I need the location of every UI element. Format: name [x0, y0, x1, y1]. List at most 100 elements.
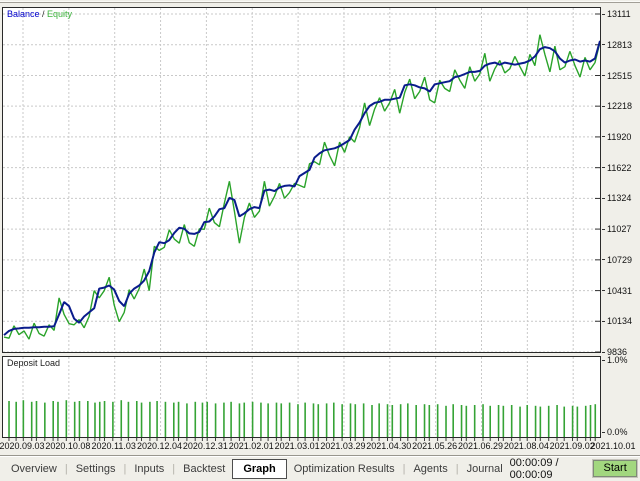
deposit-load-bar [251, 401, 254, 437]
top-strip-highlight [0, 1, 640, 2]
deposit-load-bar [391, 405, 394, 437]
x-axis-label: 2021.02.01 [228, 441, 274, 451]
deposit-load-bar [140, 402, 143, 437]
deposit-load-bar [594, 404, 597, 437]
deposit-load-bar [156, 401, 158, 437]
deposit-load-bar [149, 401, 151, 437]
tab-graph[interactable]: Graph [232, 458, 287, 479]
deposit-load-bar [519, 406, 521, 437]
start-button[interactable]: Start [592, 459, 638, 478]
deposit-load-bar [332, 402, 335, 437]
deposit-min-label: 0.0% [602, 427, 628, 437]
x-axis-label: 2021.09.02 [549, 441, 595, 451]
deposit-load-bar [201, 402, 204, 437]
y-axis-label: 10431 [602, 286, 632, 296]
x-axis-label: 2021.04.30 [366, 441, 412, 451]
x-axis-label: 2021.05.26 [412, 441, 458, 451]
tab-settings[interactable]: Settings [75, 462, 116, 475]
deposit-load-bar [460, 405, 463, 437]
x-axis-label: 2021.06.29 [457, 441, 504, 451]
tab-list: Overview | Settings | Inputs | Backtest Graph Op… [0, 458, 510, 479]
deposit-load-bar [73, 401, 76, 437]
y-axis-label: 9836 [602, 347, 627, 357]
y-axis-label: 11920 [602, 132, 631, 142]
chart-legend: Balance / Equity [7, 9, 72, 20]
deposit-load-bar [497, 405, 500, 437]
deposit-load-title: Deposit Load [7, 358, 61, 368]
deposit-load-bar [87, 401, 89, 437]
deposit-load-bar [534, 405, 537, 437]
deposit-load-bar [399, 404, 402, 437]
deposit-max-label: 1.0% [602, 355, 628, 365]
status-right: 00:00:09 / 00:00:09 Start [510, 457, 640, 481]
deposit-load-bar [589, 405, 592, 437]
deposit-load-bar [15, 401, 17, 437]
deposit-load-bar [280, 403, 283, 437]
x-axis-ticks [8, 438, 596, 441]
deposit-load-bar [423, 404, 426, 437]
x-axis-label: 2021.08.04 [503, 441, 549, 451]
x-axis-label: 2020.12.31 [182, 441, 228, 451]
deposit-load-bar [482, 404, 484, 437]
deposit-load-bar [304, 402, 306, 437]
deposit-load-bar [112, 401, 114, 437]
deposit-load-bar [297, 404, 299, 437]
deposit-load-bar [206, 401, 209, 437]
deposit-load-bar [288, 402, 291, 437]
deposit-load-bar [120, 400, 123, 437]
deposit-load-bar [556, 405, 558, 437]
deposit-load-bar [362, 403, 365, 437]
legend-equity-label: Equity [47, 9, 73, 19]
deposit-load-bar [127, 401, 130, 437]
x-axis-label: 2020.10.08 [45, 441, 91, 451]
deposit-load-bar [186, 403, 188, 437]
deposit-load-bar [230, 401, 232, 437]
deposit-load-bar [576, 406, 579, 437]
deposit-load-bar [473, 405, 476, 437]
deposit-load-bar [44, 402, 46, 437]
deposit-load-bar [539, 406, 542, 437]
deposit-load-bar [312, 403, 315, 437]
tab-backtest[interactable]: Backtest [183, 462, 226, 475]
deposit-load-bar [94, 402, 96, 437]
deposit-load-bar [341, 404, 343, 437]
window-top-strip [0, 0, 640, 7]
deposit-load-bar [22, 400, 25, 437]
deposit-load-bar [502, 405, 505, 437]
tab-separator: | [402, 462, 406, 475]
tab-separator: | [64, 462, 68, 475]
tab-optimization-results[interactable]: Optimization Results [293, 462, 395, 475]
deposit-load-bar [428, 405, 431, 437]
y-axis-label: 12515 [602, 71, 632, 81]
deposit-load-bar [563, 406, 566, 437]
tab-inputs[interactable]: Inputs [134, 462, 165, 475]
deposit-load-bar [526, 405, 529, 437]
deposit-load-bar [238, 403, 241, 437]
balance-equity-chart[interactable]: Balance / Equity [2, 7, 601, 353]
deposit-load-bar [465, 405, 468, 437]
deposit-load-plot[interactable] [3, 357, 600, 437]
tab-separator: | [172, 462, 176, 475]
balance-equity-plot[interactable] [3, 8, 600, 352]
legend-separator: / [39, 9, 48, 19]
deposit-load-bar [445, 405, 447, 437]
deposit-load-bar [177, 401, 180, 437]
deposit-load-bar [103, 401, 106, 437]
deposit-load-chart[interactable]: Deposit Load [2, 356, 601, 438]
deposit-load-bar [436, 404, 439, 437]
deposit-load-bar [214, 403, 217, 437]
deposit-load-bar [164, 401, 167, 437]
deposit-load-bar [407, 403, 409, 437]
tab-agents[interactable]: Agents [413, 462, 448, 475]
deposit-load-bar [172, 402, 175, 437]
deposit-load-bar [371, 405, 373, 437]
x-axis-label: 2021.03.01 [274, 441, 320, 451]
x-axis: 2020.09.03 2020.10.08 2020.11.03 2020.12.04… [0, 441, 640, 453]
tab-journal[interactable]: Journal [466, 462, 503, 475]
tab-overview[interactable]: Overview [11, 462, 57, 475]
deposit-load-bar [223, 402, 225, 437]
y-axis-label: 10134 [602, 316, 632, 326]
x-axis-label: 2021.10.01 [590, 441, 636, 451]
y-axis: 13111 12813 12515 12218 11920 11622 11324 11027… [602, 0, 640, 455]
deposit-load-bar [354, 404, 357, 437]
